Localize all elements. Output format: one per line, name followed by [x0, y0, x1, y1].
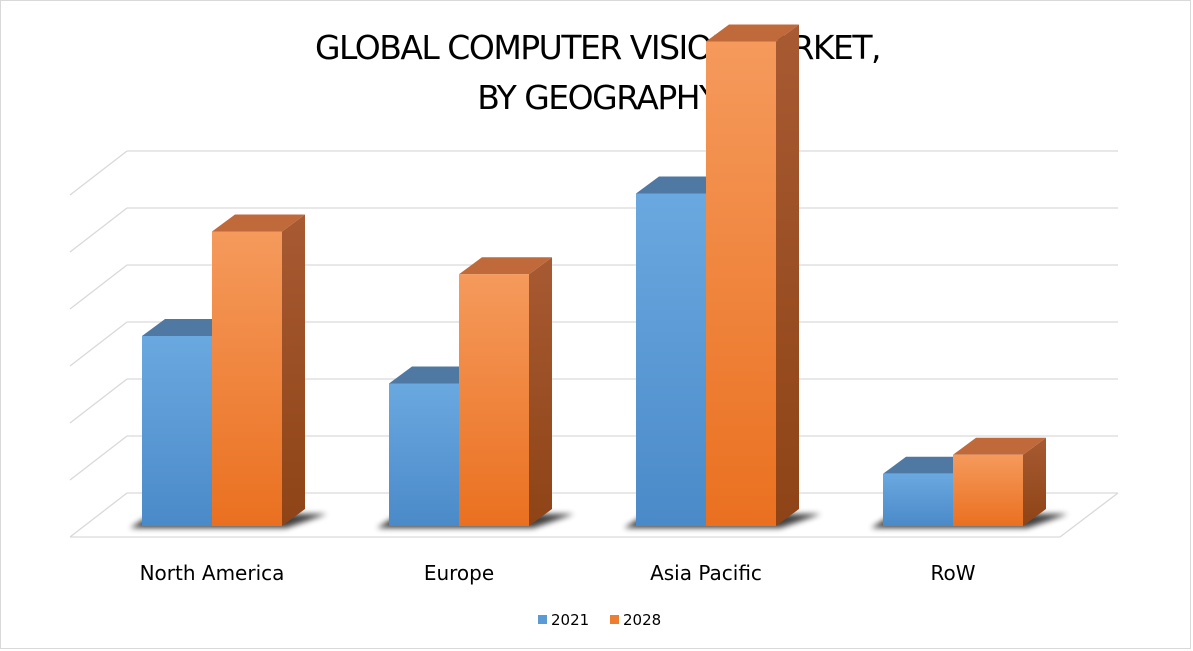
gridline-side [69, 378, 128, 424]
bar-side-2028-0 [282, 214, 305, 526]
gridline-side [69, 435, 128, 481]
bar-top-2021-3 [883, 456, 976, 474]
category-label: Asia Pacific [650, 561, 762, 585]
bar-top-2021-1 [389, 366, 482, 384]
bar-side-2028-2 [776, 24, 799, 526]
legend-label-2028: 2028 [623, 611, 661, 629]
gridline-side [69, 321, 128, 367]
bar-top-2028-0 [212, 214, 305, 232]
bar-side-2028-1 [529, 257, 552, 526]
floor-right-edge [1059, 492, 1119, 538]
bar-2028-asia-pacific [706, 41, 776, 526]
bar-top-2021-0 [142, 319, 235, 336]
bar-side-2028-3 [1023, 437, 1046, 526]
bar-2021-north-america [142, 336, 212, 526]
bar-2028-europe [459, 274, 529, 526]
category-label: North America [140, 561, 285, 585]
bars [142, 24, 1046, 526]
bar-2028-north-america [212, 231, 282, 526]
bar-top-2028-1 [459, 257, 552, 275]
category-label: RoW [930, 561, 975, 585]
legend: 2021 2028 [538, 611, 661, 629]
category-labels: North America Europe Asia Pacific RoW [140, 561, 976, 585]
legend-label-2021: 2021 [551, 611, 589, 629]
bar-2028-row [953, 454, 1023, 526]
bar-top-2028-3 [953, 437, 1046, 455]
legend-swatch-2021 [538, 615, 547, 624]
bar-top-2028-2 [706, 24, 799, 42]
legend-swatch-2028 [610, 615, 619, 624]
gridline-side [69, 150, 128, 196]
gridline-side [69, 492, 128, 538]
bar-2021-row [883, 473, 953, 526]
bar-2021-europe [389, 383, 459, 526]
bar-top-2021-2 [636, 176, 729, 194]
chart-title-line-2: BY GEOGRAPHY [477, 78, 719, 117]
gridline-side [69, 264, 128, 310]
bar-2021-asia-pacific [636, 193, 706, 526]
category-label: Europe [424, 561, 494, 585]
gridline-side [69, 207, 128, 253]
